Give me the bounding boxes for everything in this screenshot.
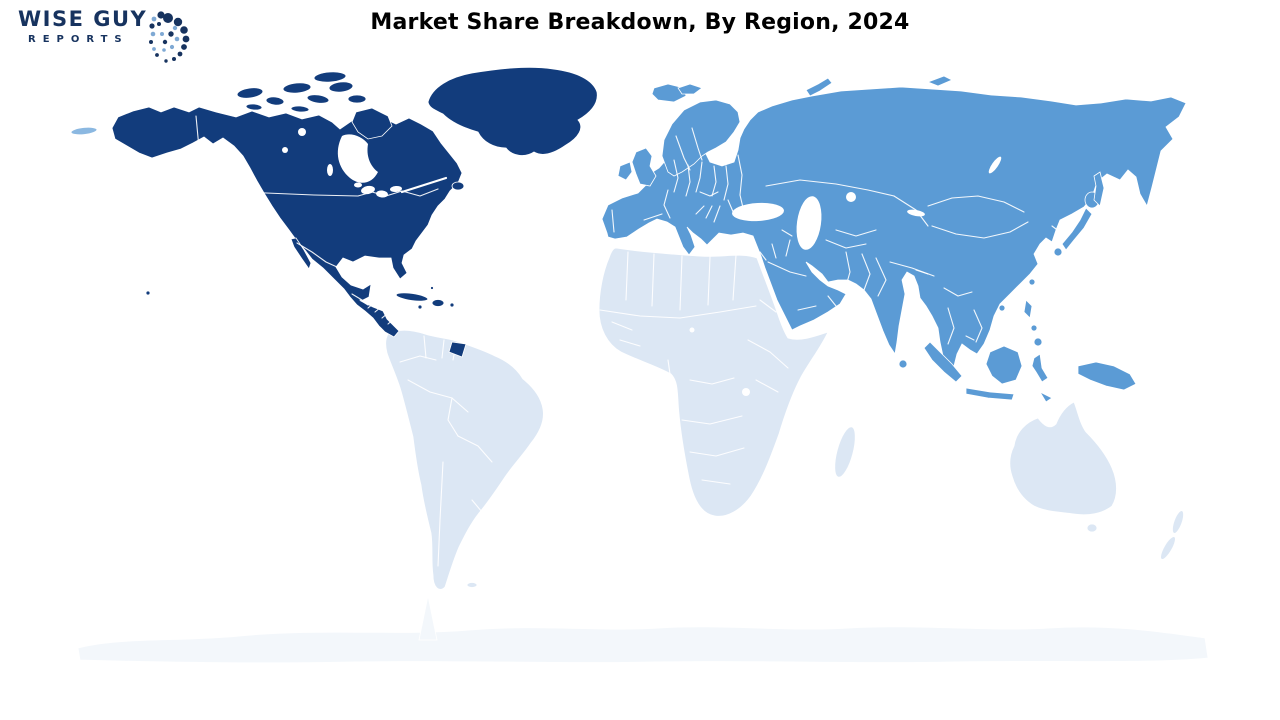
greenland [427, 66, 598, 156]
island-timor [1038, 391, 1053, 403]
logo-subtitle: REPORTS [28, 34, 129, 46]
caspian-sea [796, 196, 822, 250]
africa-country-borders [599, 251, 789, 485]
australia [1009, 401, 1117, 516]
black-sea [732, 202, 784, 222]
island-cuba [395, 292, 429, 302]
region-africa [598, 247, 856, 517]
island-jamaica [417, 304, 423, 310]
island-ireland [617, 161, 633, 181]
island-borneo [985, 345, 1023, 385]
island-hispaniola [431, 299, 445, 307]
eurasia-water-overlays [732, 156, 1002, 250]
island-sulawesi [1031, 353, 1049, 383]
lake-winnipeg [327, 164, 333, 176]
island-tasmania [1086, 523, 1098, 533]
hawaii [145, 290, 151, 296]
island-sakhalin [1093, 171, 1105, 207]
logo: WISE GUY REPORTS [18, 7, 190, 64]
newfoundland [451, 181, 465, 191]
region-south-america [385, 329, 544, 590]
region-oceania [1009, 401, 1184, 560]
island-java [965, 387, 1015, 401]
new-zealand-south [1160, 536, 1176, 560]
island-iceland [651, 83, 687, 103]
lake-baikal [988, 156, 1002, 174]
region-europe-asia-pacific [70, 75, 1187, 403]
hudson-bay [337, 134, 378, 183]
baja-california [290, 237, 312, 270]
lake-chad [689, 327, 695, 333]
region-north-america [111, 66, 598, 338]
island-mindanao [1033, 337, 1043, 347]
island-sri-lanka [898, 359, 908, 369]
island-taiwan [1028, 278, 1036, 286]
canadian-arctic-islands [236, 71, 393, 140]
island-luzon [1023, 299, 1033, 319]
territory-french-guiana [448, 341, 467, 358]
lake-victoria [742, 388, 750, 396]
great-slave-lake [282, 147, 288, 153]
logo-wordmark: WISE GUY [18, 7, 148, 31]
island-great-britain [631, 147, 657, 187]
island-hainan [998, 304, 1006, 312]
island-puerto-rico [449, 302, 455, 308]
island-kyushu [1053, 247, 1063, 257]
region-antarctica [77, 595, 1209, 664]
new-zealand-north [1172, 510, 1184, 534]
aleutian-islands [70, 126, 98, 136]
island-sumatra [923, 341, 963, 383]
aral-sea [846, 192, 856, 202]
lake-balkhash [907, 209, 925, 217]
island-svalbard [677, 83, 703, 95]
island-honshu [1061, 207, 1093, 251]
logo-head-dots-icon [149, 11, 190, 63]
north-america-country-borders [195, 115, 439, 325]
great-bear-lake [298, 128, 306, 136]
chart-title: Market Share Breakdown, By Region, 2024 [370, 10, 910, 35]
island-new-guinea [1077, 361, 1137, 391]
eurasia-country-borders [611, 127, 1061, 345]
baffin-island [351, 107, 393, 140]
bahamas [430, 286, 434, 290]
